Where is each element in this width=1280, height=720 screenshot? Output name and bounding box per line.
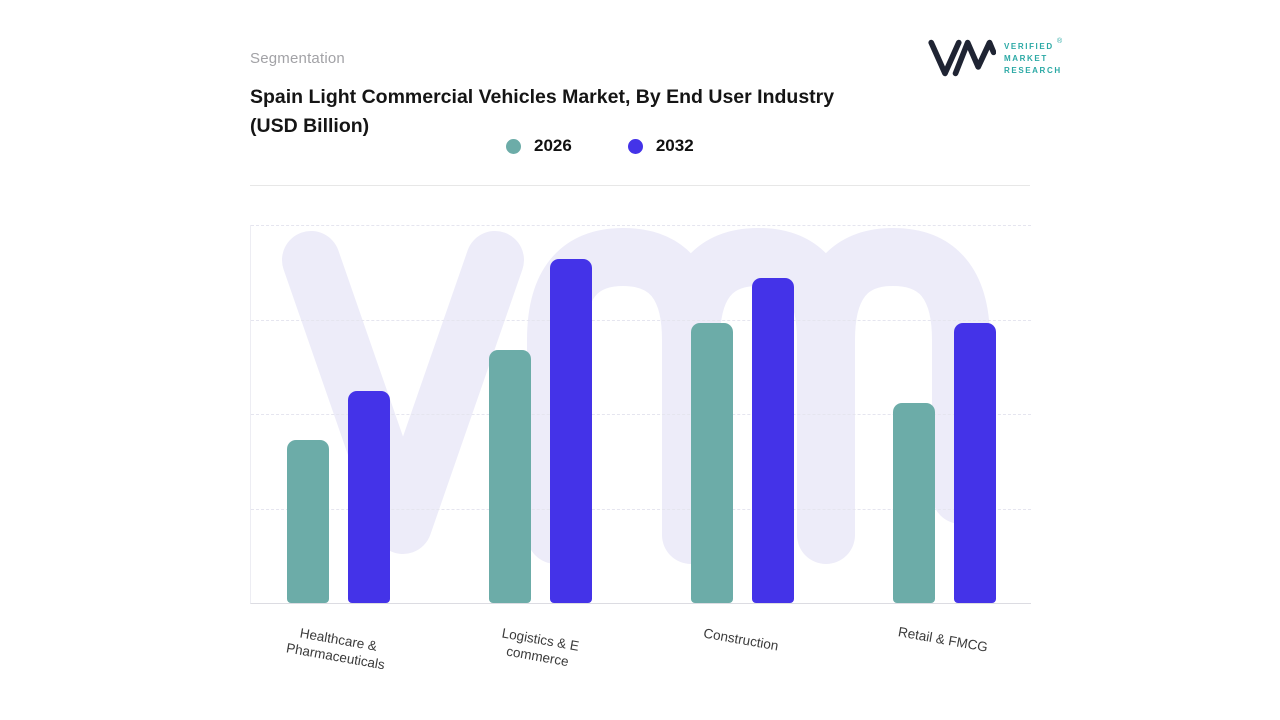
- xaxis-label-0: Healthcare & Pharmaceuticals: [285, 625, 386, 673]
- xaxis-label-3: Retail & FMCG: [896, 624, 989, 655]
- legend-label-2026: 2026: [534, 136, 572, 155]
- bar-2032-1: [549, 259, 592, 603]
- bar-2026-1: [488, 349, 531, 603]
- registered-trademark-symbol: ®: [1057, 38, 1063, 45]
- xaxis-label-2: Construction: [702, 625, 780, 654]
- legend-item-2032: 2032: [627, 136, 694, 156]
- section-label: Segmentation: [250, 50, 345, 67]
- bar-2026-2: [690, 323, 733, 603]
- chart-title-line-2: (USD Billion): [250, 115, 370, 137]
- legend-swatch-2026: [506, 138, 521, 154]
- bars-layer: [251, 225, 1031, 603]
- bar-2026-0: [286, 440, 329, 603]
- vmr-logo-mark-icon: [928, 39, 996, 77]
- gridline-2: [251, 414, 1031, 415]
- vmr-logo: VERIFIED MARKET RESEARCH ®: [928, 36, 1078, 82]
- legend: 2026 2032: [506, 136, 694, 156]
- header-divider: [250, 185, 1030, 186]
- legend-label-2032: 2032: [655, 136, 694, 155]
- gridline-4: [251, 225, 1031, 226]
- vmr-logo-wordmark: VERIFIED MARKET RESEARCH: [1004, 41, 1062, 77]
- chart-title-line-1: Spain Light Commercial Vehicles Market, …: [250, 86, 835, 108]
- bar-2032-0: [347, 391, 390, 603]
- vmr-logo-line-1: VERIFIED: [1004, 42, 1054, 51]
- chart-title: Spain Light Commercial Vehicles Market, …: [250, 83, 910, 141]
- gridline-1: [251, 508, 1031, 510]
- bar-2026-3: [892, 402, 935, 603]
- gridline-3: [251, 319, 1031, 321]
- xaxis-labels: Healthcare & Pharmaceuticals Logistics & E…: [250, 615, 1030, 715]
- legend-swatch-2032: [627, 138, 643, 154]
- plot-area: [250, 225, 1031, 604]
- bar-2032-3: [953, 323, 996, 603]
- legend-item-2026: 2026: [506, 136, 572, 156]
- vmr-logo-line-3: RESEARCH: [1004, 66, 1062, 75]
- vmr-logo-line-2: MARKET: [1004, 54, 1048, 63]
- bar-2032-2: [751, 277, 794, 603]
